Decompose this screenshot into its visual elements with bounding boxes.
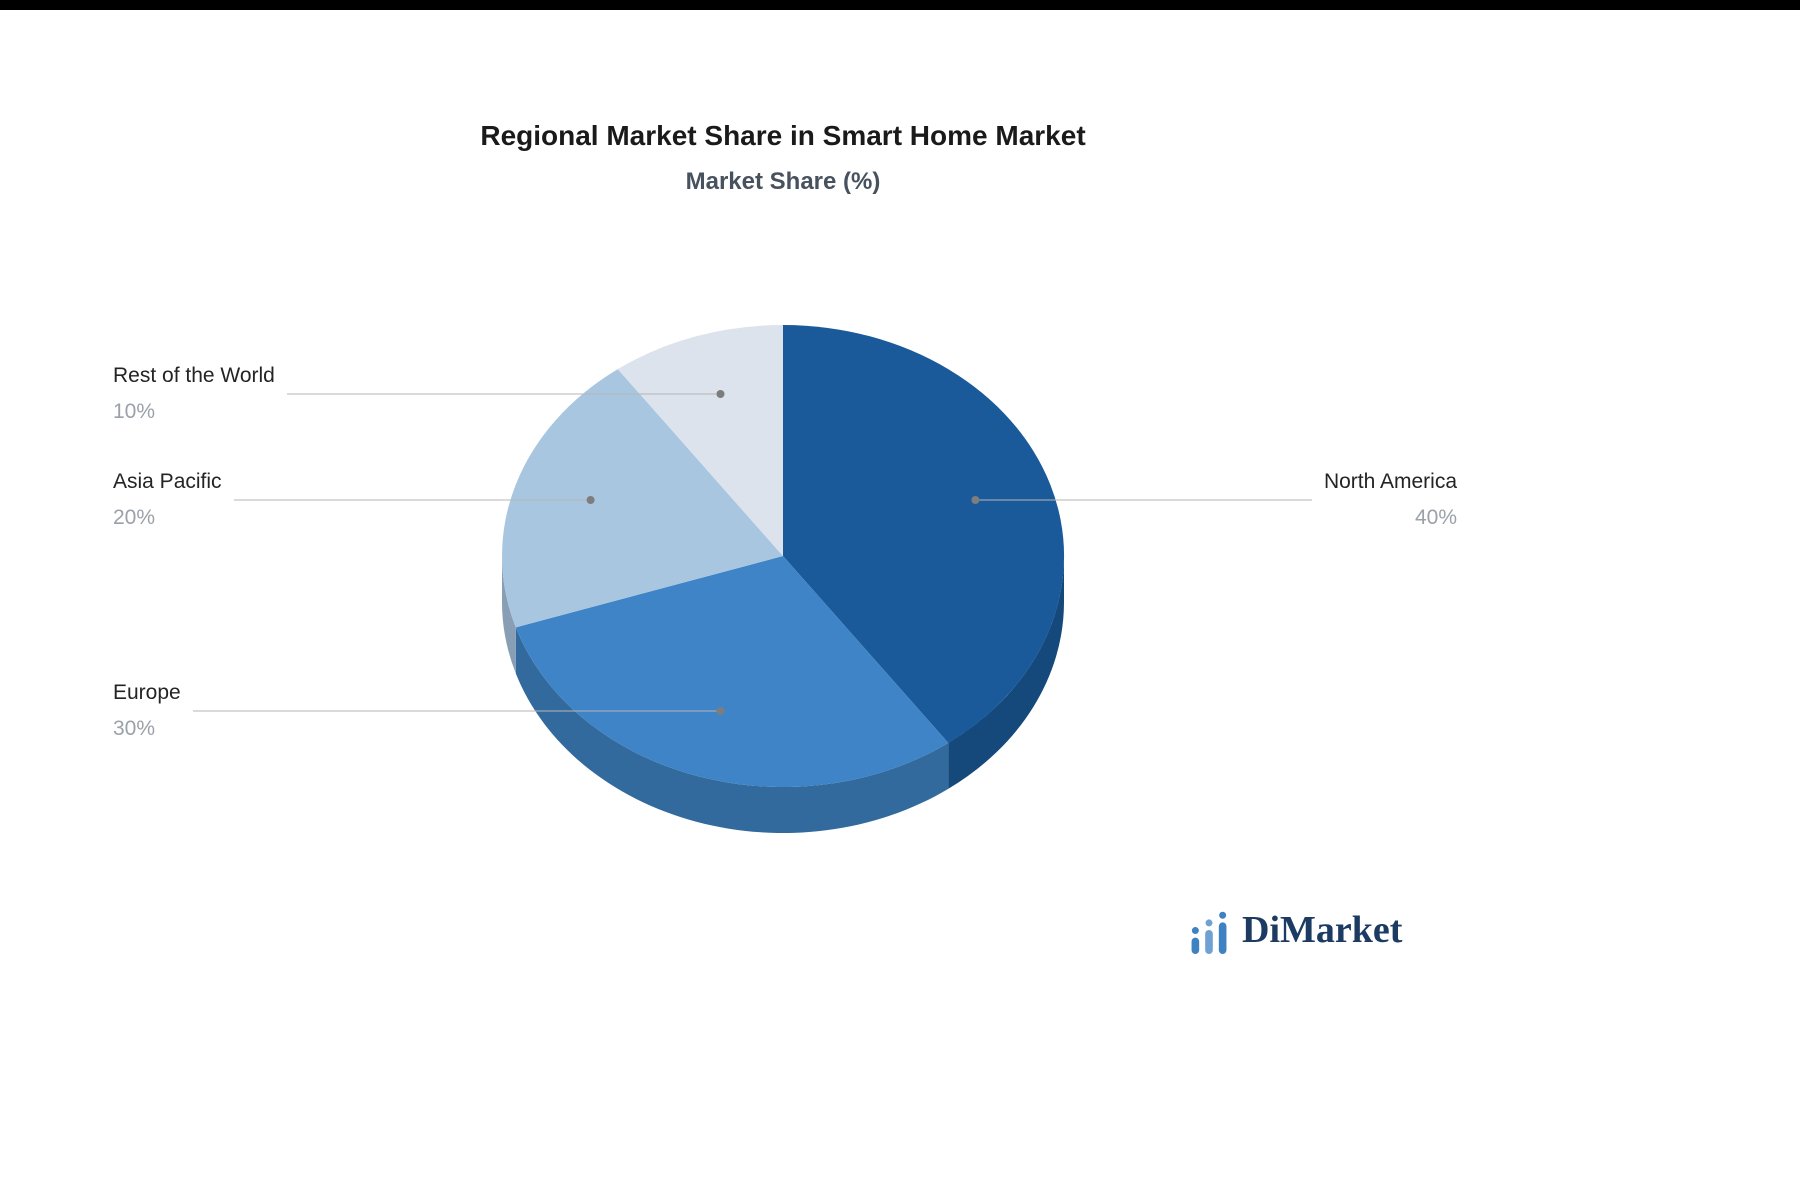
- pie-label-name: North America: [1323, 470, 1457, 493]
- pie-slice-top-1: [515, 556, 949, 788]
- pie-slice-top-3: [617, 325, 783, 556]
- pie-slice-top-2: [502, 369, 783, 628]
- pie-label-name: Asia Pacific: [113, 470, 222, 493]
- pie-slice-side-1: [515, 627, 949, 834]
- pie-label-value: 30%: [113, 717, 156, 740]
- leader-dot-2: [586, 496, 595, 504]
- pie-label-value: 20%: [113, 506, 156, 529]
- pie-label-north-america: North America 40%: [1324, 471, 1457, 528]
- bar-chart-icon: [1191, 911, 1227, 954]
- pie-label-value: 40%: [1414, 506, 1457, 529]
- pie-label-rest-of-the-world: Rest of the World 10%: [113, 365, 275, 422]
- pie-label-name: Europe: [113, 681, 181, 704]
- pie-label-name: Rest of the World: [113, 364, 275, 387]
- pie-label-europe: Europe 30%: [113, 682, 181, 739]
- chart-title: Regional Market Share in Smart Home Mark…: [480, 120, 1086, 151]
- brand-logo: DiMarket: [1188, 906, 1402, 954]
- leader-dot-1: [716, 707, 725, 715]
- pie-slice-side-0: [948, 556, 1064, 789]
- pie-label-value: 10%: [113, 400, 156, 423]
- brand-logo-text: DiMarket: [1242, 909, 1403, 951]
- top-strip: [0, 0, 1800, 10]
- pie-label-asia-pacific: Asia Pacific 20%: [113, 471, 222, 528]
- leader-dot-3: [716, 390, 725, 398]
- pie-slice-side-2: [502, 556, 516, 674]
- leader-dot-0: [971, 496, 980, 504]
- chart-subtitle: Market Share (%): [685, 168, 881, 195]
- pie-slice-top-0: [783, 325, 1065, 743]
